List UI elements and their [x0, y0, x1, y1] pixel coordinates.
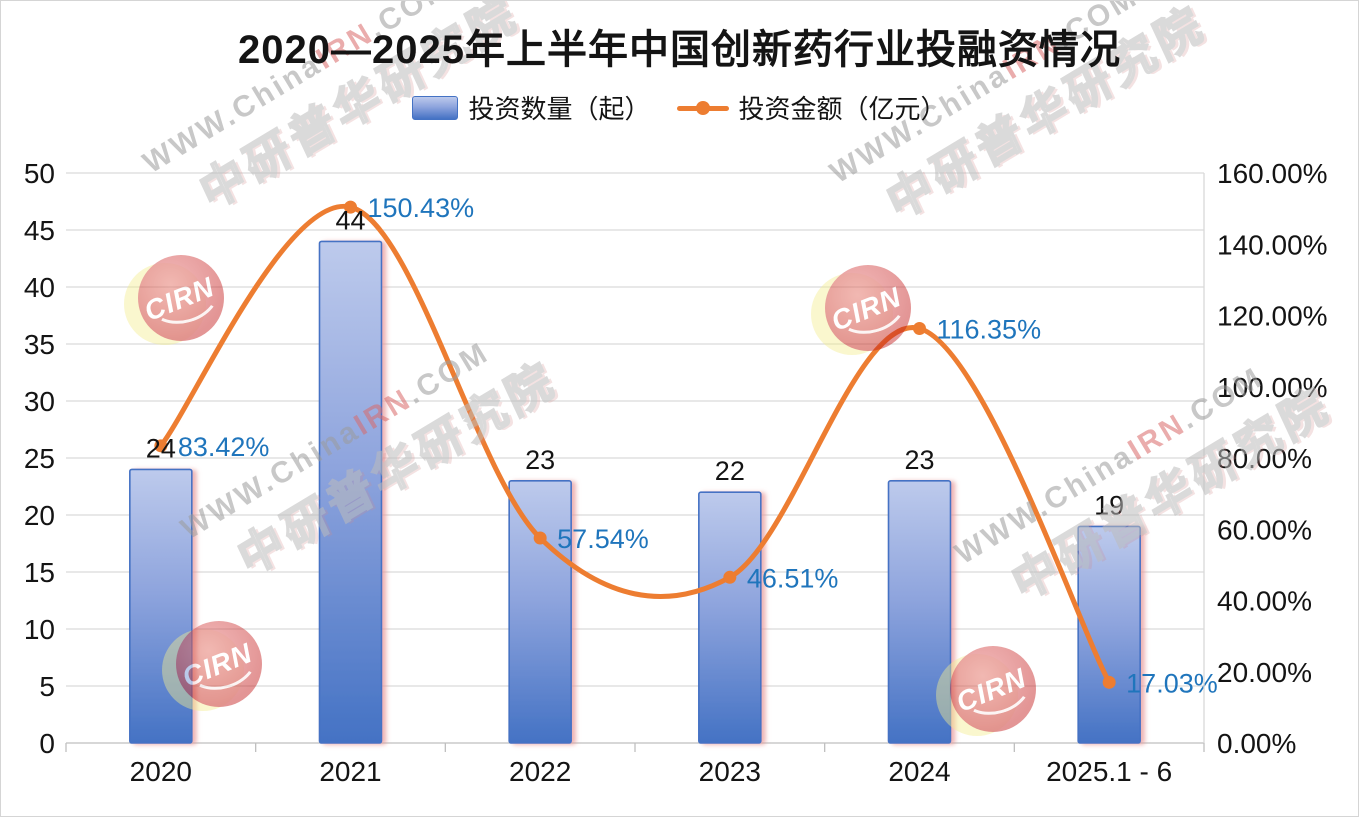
- right-axis-tick-label: 140.00%: [1217, 229, 1328, 260]
- left-axis-tick-label: 40: [24, 272, 55, 303]
- line-percent-label: 150.43%: [368, 193, 475, 223]
- left-axis-tick-label: 20: [24, 500, 55, 531]
- right-axis-tick-label: 80.00%: [1217, 443, 1312, 474]
- bar: [318, 240, 383, 744]
- x-axis-category-label: 2024: [888, 756, 950, 787]
- bar-series-swatch-icon: [412, 95, 459, 120]
- bar-series-label: 投资数量（起）: [468, 94, 651, 124]
- line-marker-icon: [344, 200, 357, 214]
- line-percent-label: 46.51%: [747, 563, 839, 593]
- line-marker-icon: [533, 531, 547, 545]
- left-axis-tick-label: 25: [24, 443, 55, 474]
- line-series-path: [158, 204, 1112, 685]
- bar: [1077, 525, 1141, 744]
- line-marker-icon: [723, 570, 737, 584]
- line-series-label: 投资金额（亿元）: [738, 94, 947, 124]
- x-axis-category-label: 2023: [699, 756, 761, 787]
- bar-value-label: 22: [715, 456, 745, 486]
- chart-legend: 投资数量（起） 投资金额（亿元）: [1, 89, 1358, 126]
- right-axis-tick-label: 40.00%: [1217, 586, 1312, 617]
- chart-title: 2020—2025年上半年中国创新药行业投融资情况: [238, 28, 1121, 72]
- line-percent-label: 116.35%: [937, 315, 1042, 345]
- left-axis-tick-label: 50: [24, 158, 55, 189]
- bar: [887, 479, 952, 744]
- line-marker-icon: [1102, 675, 1116, 689]
- left-axis-tick-label: 35: [24, 329, 55, 360]
- x-axis-category-label: 2021: [319, 756, 381, 787]
- line-marker-icon: [913, 322, 926, 336]
- legend-item-line-series: 投资金额（亿元）: [676, 89, 947, 126]
- bar: [129, 468, 193, 744]
- left-axis-tick-label: 45: [24, 215, 55, 246]
- x-axis-category-label: 2025.1 - 6: [1046, 756, 1172, 787]
- x-axis-category-label: 2022: [509, 756, 571, 787]
- left-axis-tick-label: 10: [24, 614, 55, 645]
- line-percent-label: 17.03%: [1126, 668, 1218, 698]
- bar-value-label: 44: [335, 205, 365, 235]
- left-axis-tick-label: 30: [24, 386, 55, 417]
- bar-value-label: 23: [904, 445, 934, 475]
- legend-item-bar-series: 投资数量（起）: [412, 89, 651, 126]
- right-axis-tick-label: 20.00%: [1217, 657, 1312, 688]
- right-axis-tick-label: 60.00%: [1217, 514, 1312, 545]
- bar: [508, 479, 572, 744]
- bar-value-label: 23: [525, 445, 555, 475]
- right-axis-tick-label: 100.00%: [1217, 372, 1328, 403]
- right-axis-tick-label: 0.00%: [1217, 728, 1296, 759]
- left-axis-tick-label: 15: [24, 557, 55, 588]
- line-percent-label: 83.42%: [178, 432, 270, 462]
- right-axis-tick-label: 120.00%: [1217, 301, 1328, 332]
- right-axis-tick-label: 160.00%: [1217, 158, 1328, 189]
- bar-value-label: 24: [146, 433, 176, 463]
- left-axis-tick-label: 5: [39, 671, 55, 702]
- left-axis-tick-label: 0: [39, 728, 55, 759]
- line-series-marker-icon: [676, 97, 729, 119]
- line-percent-label: 57.54%: [557, 524, 649, 554]
- bar-value-label: 19: [1094, 490, 1124, 520]
- bar: [698, 491, 762, 744]
- x-axis-category-label: 2020: [130, 756, 192, 787]
- line-marker-icon: [154, 439, 168, 453]
